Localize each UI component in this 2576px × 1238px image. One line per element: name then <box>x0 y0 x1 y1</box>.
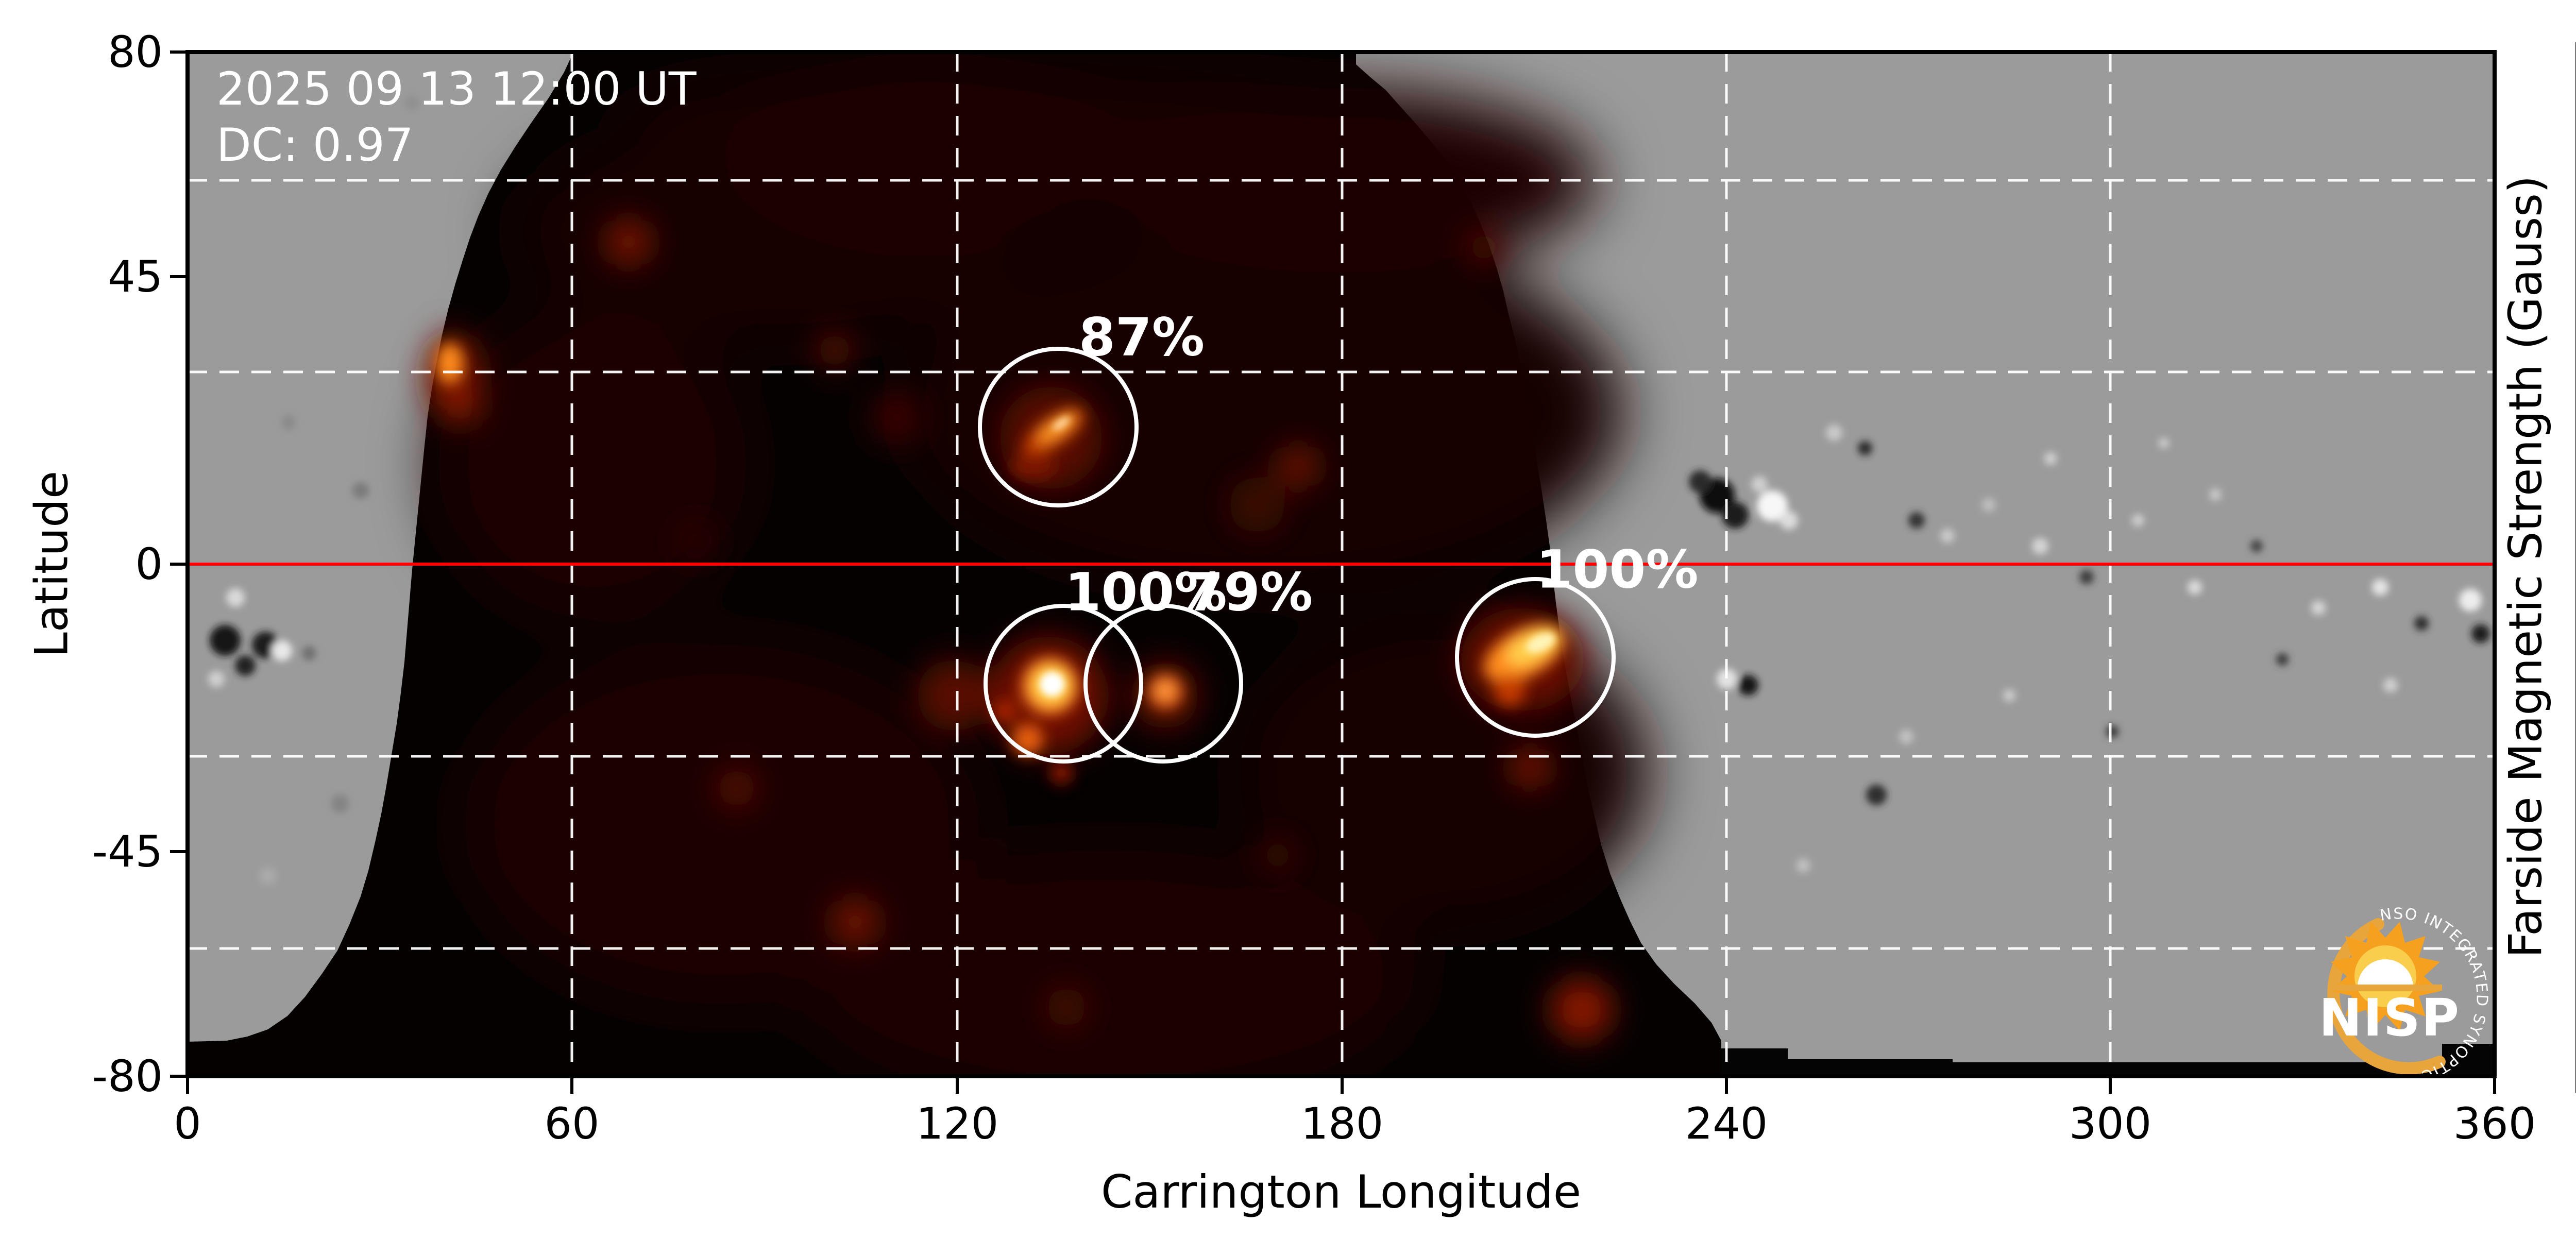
x-tick-0: 0 <box>174 1098 201 1149</box>
detection-circle-100-right <box>1455 577 1616 738</box>
timestamp-annotation: 2025 09 13 12:00 UT DC: 0.97 <box>216 61 697 173</box>
farside-dim-blobs <box>425 219 1613 1041</box>
farside-blob-cores <box>1040 416 1555 697</box>
y-tick-45: 45 <box>108 251 163 302</box>
detection-label-79: 79% <box>1187 562 1313 623</box>
x-tick-240: 240 <box>1685 1098 1768 1149</box>
detection-label-100-right: 100% <box>1536 539 1699 601</box>
y-tick-0: 0 <box>135 539 163 589</box>
x-tick-60: 60 <box>544 1098 600 1149</box>
x-tick-360: 360 <box>2453 1098 2536 1149</box>
logo-horizon-bar <box>2329 985 2442 991</box>
x-tick-120: 120 <box>916 1098 999 1149</box>
detection-circle-87 <box>978 347 1139 507</box>
y-tick-n80: -80 <box>92 1051 163 1101</box>
rising-sun-icon <box>2358 959 2413 987</box>
detection-circle-100-left <box>984 604 1143 764</box>
logo-wordmark: NISP <box>2319 988 2460 1048</box>
timestamp-line: 2025 09 13 12:00 UT <box>216 62 697 115</box>
y-tick-80: 80 <box>108 27 163 77</box>
y-axis-label: Latitude <box>25 470 78 658</box>
farside-colorbar-title: Farside Magnetic Strength (Gauss) <box>2499 175 2552 958</box>
detection-circle-79 <box>1083 604 1243 764</box>
detection-label-100-left: 100% <box>1064 562 1227 623</box>
detection-label-87: 87% <box>1078 307 1205 368</box>
axis-tick-marks <box>170 50 2496 1094</box>
y-tick-n45: -45 <box>92 826 163 877</box>
duty-cycle-line: DC: 0.97 <box>216 118 414 172</box>
x-tick-180: 180 <box>1300 1098 1384 1149</box>
x-axis-label: Carrington Longitude <box>1100 1165 1582 1218</box>
x-tick-300: 300 <box>2069 1098 2152 1149</box>
detection-circles <box>978 347 1616 764</box>
farside-bottom-strips <box>1721 1044 2495 1076</box>
